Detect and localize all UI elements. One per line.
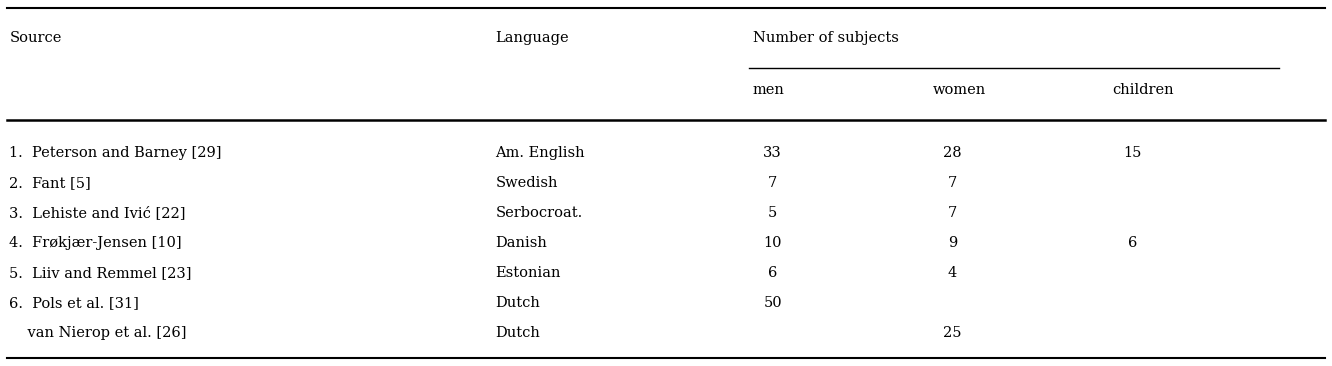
Text: Serbocroat.: Serbocroat. (496, 206, 583, 220)
Text: Dutch: Dutch (496, 326, 541, 340)
Text: 4.  Frøkjær-Jensen [10]: 4. Frøkjær-Jensen [10] (9, 236, 182, 250)
Text: 4: 4 (948, 266, 956, 280)
Text: Estonian: Estonian (496, 266, 561, 280)
Text: 1.  Peterson and Barney [29]: 1. Peterson and Barney [29] (9, 146, 222, 160)
Text: van Nierop et al. [26]: van Nierop et al. [26] (9, 326, 186, 340)
Text: 10: 10 (763, 236, 782, 250)
Text: 2.  Fant [5]: 2. Fant [5] (9, 176, 91, 190)
Text: 5.  Liiv and Remmel [23]: 5. Liiv and Remmel [23] (9, 266, 192, 280)
Text: 9: 9 (948, 236, 956, 250)
Text: Swedish: Swedish (496, 176, 558, 190)
Text: 6: 6 (1127, 236, 1138, 250)
Text: Language: Language (496, 31, 569, 45)
Text: 7: 7 (769, 176, 777, 190)
Text: 6.  Pols et al. [31]: 6. Pols et al. [31] (9, 296, 140, 310)
Text: 6: 6 (767, 266, 778, 280)
Text: Dutch: Dutch (496, 296, 541, 310)
Text: 50: 50 (763, 296, 782, 310)
Text: 3.  Lehiste and Ivić [22]: 3. Lehiste and Ivić [22] (9, 206, 186, 220)
Text: 7: 7 (948, 176, 956, 190)
Text: 33: 33 (763, 146, 782, 160)
Text: children: children (1112, 83, 1173, 97)
Text: 7: 7 (948, 206, 956, 220)
Text: 28: 28 (943, 146, 962, 160)
Text: Source: Source (9, 31, 61, 45)
Text: Danish: Danish (496, 236, 547, 250)
Text: men: men (753, 83, 785, 97)
Text: Am. English: Am. English (496, 146, 585, 160)
Text: 15: 15 (1123, 146, 1142, 160)
Text: 5: 5 (769, 206, 777, 220)
Text: 25: 25 (943, 326, 962, 340)
Text: Number of subjects: Number of subjects (753, 31, 899, 45)
Text: women: women (932, 83, 986, 97)
